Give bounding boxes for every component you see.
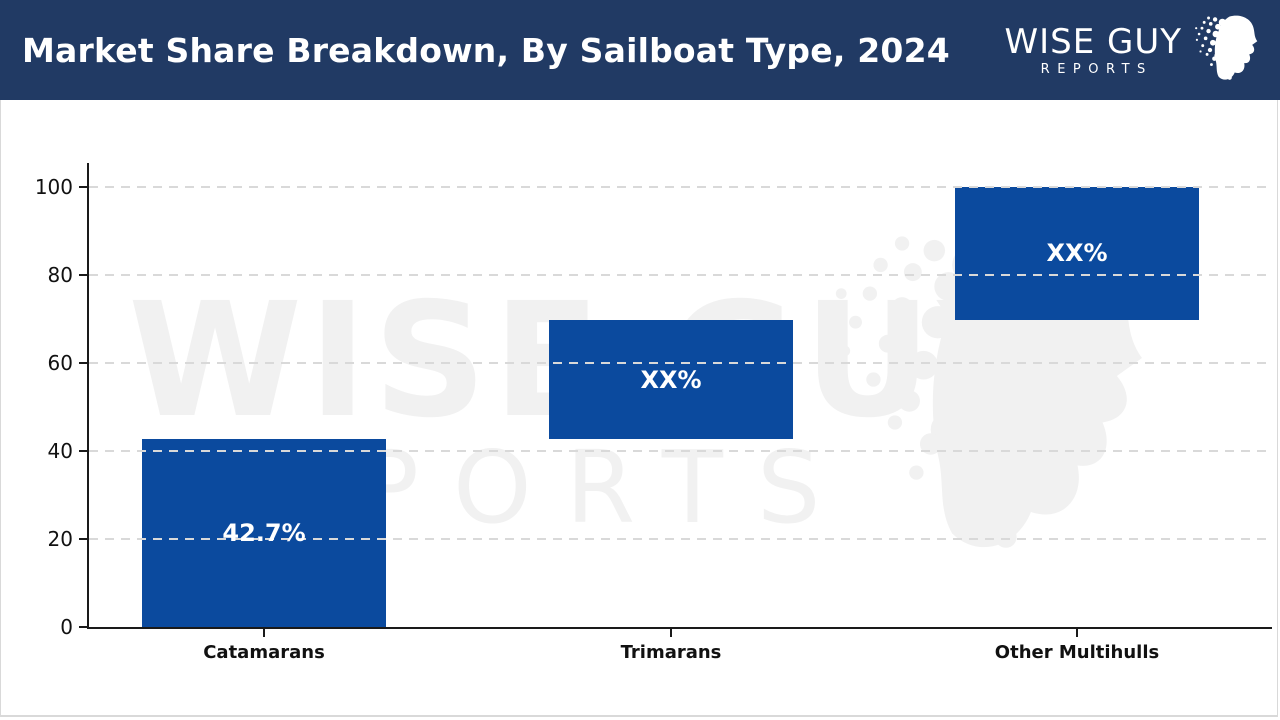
x-tick-mark-trimarans — [670, 629, 672, 637]
bar-value-label-catamarans: 42.7% — [222, 519, 306, 548]
dotted-face-profile-icon — [1186, 8, 1266, 92]
gridline-20 — [89, 538, 1272, 540]
x-tick-label-catamarans: Catamarans — [203, 642, 325, 663]
x-tick-label-trimarans: Trimarans — [620, 642, 722, 663]
y-tick-label-20: 20 — [47, 527, 73, 551]
y-tick-mark-60 — [79, 362, 87, 364]
y-tick-mark-100 — [79, 186, 87, 188]
x-tick-label-other-multihulls: Other Multihulls — [994, 642, 1160, 663]
brand-logo: WISE GUY REPORTS — [1004, 8, 1266, 92]
y-tick-label-40: 40 — [47, 439, 73, 463]
gridline-100 — [89, 186, 1272, 188]
y-tick-label-60: 60 — [47, 351, 73, 375]
gridline-80 — [89, 274, 1272, 276]
bar-value-label-trimarans: XX% — [640, 365, 702, 394]
x-axis-line — [87, 627, 1272, 629]
y-tick-mark-0 — [79, 626, 87, 628]
y-tick-mark-20 — [79, 538, 87, 540]
y-tick-label-100: 100 — [34, 175, 73, 199]
brand-sub-wordmark: REPORTS — [1040, 61, 1153, 77]
y-tick-mark-40 — [79, 450, 87, 452]
gridline-60 — [89, 362, 1272, 364]
y-tick-label-0: 0 — [60, 615, 73, 639]
chart-card-border — [0, 100, 1278, 717]
bar-catamarans[interactable] — [142, 439, 386, 627]
chart-title: Market Share Breakdown, By Sailboat Type… — [22, 30, 950, 70]
y-axis-line — [87, 163, 89, 629]
header-bar: Market Share Breakdown, By Sailboat Type… — [0, 0, 1280, 100]
bar-trimarans[interactable] — [549, 319, 793, 440]
brand-wordmark: WISE GUY — [1004, 21, 1182, 62]
y-tick-mark-80 — [79, 274, 87, 276]
gridline-40 — [89, 450, 1272, 452]
y-tick-label-80: 80 — [47, 263, 73, 287]
x-tick-mark-other-multihulls — [1076, 629, 1078, 637]
brand-logo-text: WISE GUY REPORTS — [1004, 25, 1182, 76]
bar-value-label-other-multihulls: XX% — [1046, 239, 1108, 268]
x-tick-mark-catamarans — [263, 629, 265, 637]
